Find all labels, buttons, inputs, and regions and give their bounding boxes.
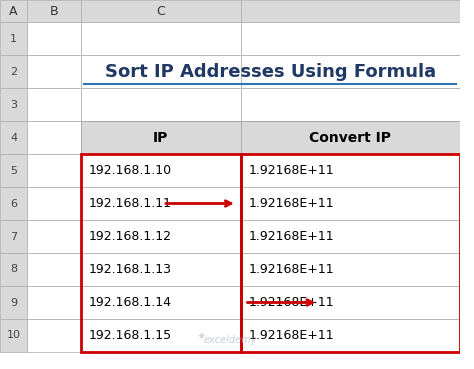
Bar [0, 253, 27, 286]
Bar [81, 154, 241, 187]
Bar [81, 220, 241, 253]
Text: exceldemy: exceldemy [203, 335, 256, 345]
Bar [27, 154, 81, 187]
Bar [27, 253, 81, 286]
Bar [27, 121, 81, 154]
Bar [241, 88, 460, 121]
Text: Sort IP Addresses Using Formula: Sort IP Addresses Using Formula [105, 62, 436, 80]
Bar [27, 22, 81, 55]
Bar [241, 22, 460, 55]
Bar [0, 121, 27, 154]
Text: 5: 5 [10, 166, 17, 176]
Text: 192.168.1.11: 192.168.1.11 [88, 197, 171, 210]
Bar [241, 154, 460, 352]
Bar [0, 22, 27, 55]
Text: C: C [156, 4, 165, 17]
Text: 1.92168E+11: 1.92168E+11 [248, 296, 334, 309]
Bar [81, 187, 241, 220]
Bar [81, 286, 241, 319]
Text: A: A [9, 4, 18, 17]
Text: 2: 2 [10, 66, 17, 76]
Bar [241, 253, 460, 286]
Text: 192.168.1.14: 192.168.1.14 [88, 296, 171, 309]
Bar [0, 220, 27, 253]
Bar [241, 55, 460, 88]
Bar [27, 319, 81, 352]
Bar [27, 220, 81, 253]
Text: IP: IP [153, 131, 168, 145]
Bar [241, 220, 460, 253]
Bar [0, 187, 27, 220]
Text: 9: 9 [10, 297, 17, 307]
Text: B: B [50, 4, 58, 17]
Bar [241, 187, 460, 220]
Bar [241, 154, 460, 187]
Text: 3: 3 [10, 100, 17, 110]
Bar [27, 0, 81, 22]
Bar [0, 55, 27, 88]
Bar [241, 121, 460, 154]
Bar [27, 187, 81, 220]
Text: 1.92168E+11: 1.92168E+11 [248, 263, 334, 276]
Bar [0, 88, 27, 121]
Bar [81, 121, 241, 154]
Text: 8: 8 [10, 265, 17, 275]
Bar [81, 22, 241, 55]
Text: 4: 4 [10, 132, 17, 142]
Bar [81, 154, 241, 352]
Text: 7: 7 [10, 231, 17, 241]
Bar [0, 154, 27, 187]
Bar [81, 253, 241, 286]
Text: 10: 10 [7, 331, 20, 341]
Bar [241, 0, 460, 22]
Text: 6: 6 [10, 199, 17, 208]
Bar [81, 0, 241, 22]
Bar [81, 319, 241, 352]
Text: ✦: ✦ [196, 332, 206, 342]
Bar [81, 88, 241, 121]
Bar [27, 286, 81, 319]
Bar [81, 121, 241, 154]
Text: 1: 1 [10, 34, 17, 44]
Bar [0, 319, 27, 352]
Bar [0, 286, 27, 319]
Text: 1.92168E+11: 1.92168E+11 [248, 164, 334, 177]
Text: 192.168.1.12: 192.168.1.12 [88, 230, 171, 243]
Bar [241, 319, 460, 352]
Bar [0, 0, 27, 22]
Bar [81, 55, 241, 88]
Text: Convert IP: Convert IP [310, 131, 392, 145]
Bar [241, 286, 460, 319]
Text: 192.168.1.15: 192.168.1.15 [88, 329, 172, 342]
Bar [27, 55, 81, 88]
Text: 1.92168E+11: 1.92168E+11 [248, 329, 334, 342]
Bar [27, 88, 81, 121]
Text: 1.92168E+11: 1.92168E+11 [248, 230, 334, 243]
Bar [241, 121, 460, 154]
Text: 192.168.1.13: 192.168.1.13 [88, 263, 171, 276]
Text: 192.168.1.10: 192.168.1.10 [88, 164, 172, 177]
Text: 1.92168E+11: 1.92168E+11 [248, 197, 334, 210]
